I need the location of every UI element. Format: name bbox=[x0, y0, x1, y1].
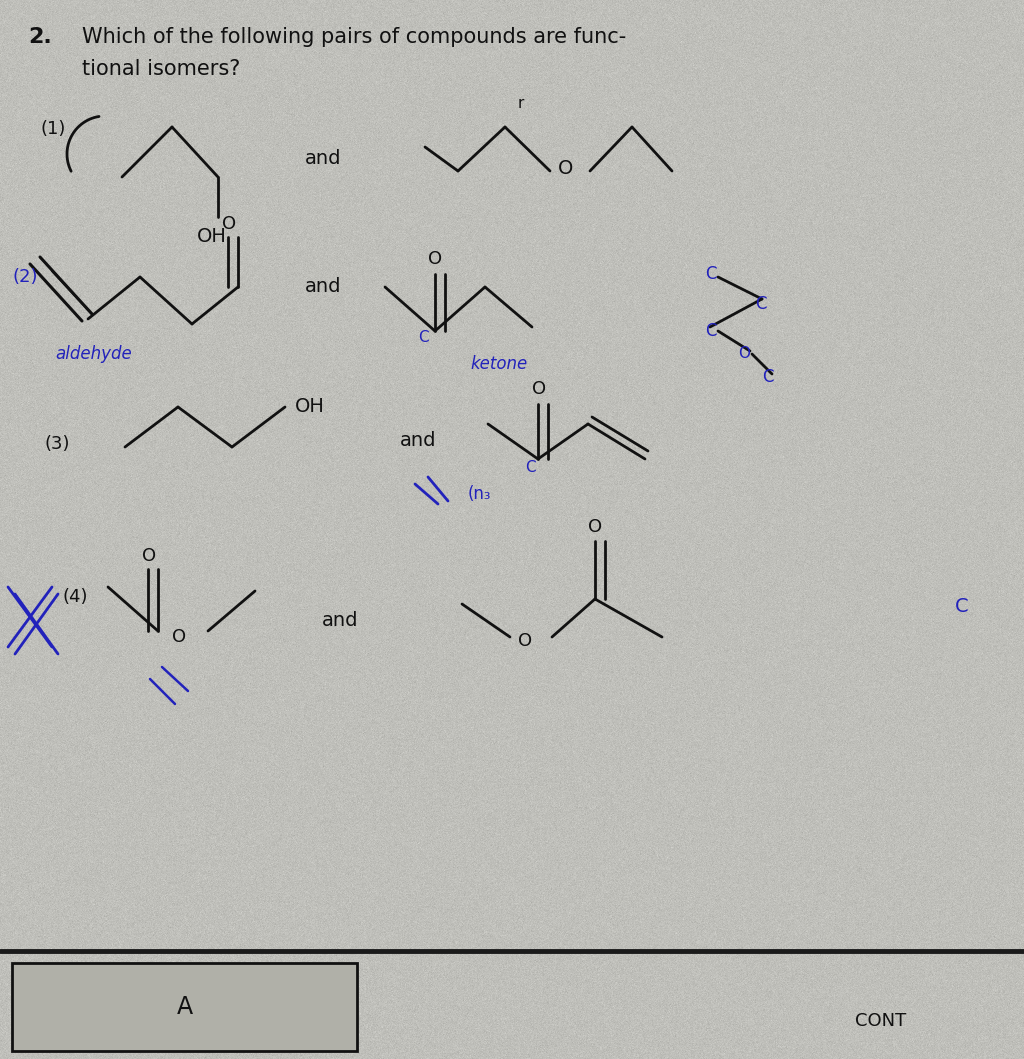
Text: O: O bbox=[558, 160, 573, 179]
Text: O: O bbox=[142, 548, 156, 566]
Text: C: C bbox=[525, 460, 536, 474]
Text: ketone: ketone bbox=[470, 355, 527, 373]
Text: (2): (2) bbox=[12, 268, 38, 286]
Text: O: O bbox=[172, 628, 186, 646]
FancyBboxPatch shape bbox=[12, 963, 357, 1051]
Text: (3): (3) bbox=[45, 435, 71, 453]
Text: OH: OH bbox=[295, 397, 325, 416]
Text: OH: OH bbox=[197, 228, 227, 247]
Text: (1): (1) bbox=[40, 120, 66, 138]
Text: and: and bbox=[305, 149, 341, 168]
Text: O: O bbox=[738, 346, 750, 361]
Text: A: A bbox=[177, 995, 194, 1019]
Text: C: C bbox=[955, 597, 969, 616]
Text: O: O bbox=[518, 632, 532, 650]
Text: and: and bbox=[322, 611, 358, 630]
Text: C: C bbox=[705, 265, 717, 283]
Text: C: C bbox=[418, 329, 429, 344]
Text: C: C bbox=[755, 295, 767, 313]
Text: C: C bbox=[705, 322, 717, 340]
Text: Which of the following pairs of compounds are func-: Which of the following pairs of compound… bbox=[82, 26, 627, 47]
Text: and: and bbox=[305, 277, 341, 297]
Text: aldehyde: aldehyde bbox=[55, 345, 132, 363]
Text: r: r bbox=[518, 96, 524, 111]
Text: CONT: CONT bbox=[855, 1012, 906, 1030]
Text: O: O bbox=[588, 518, 602, 536]
Text: and: and bbox=[400, 431, 436, 450]
Text: (4): (4) bbox=[62, 588, 87, 606]
Text: 2.: 2. bbox=[28, 26, 52, 47]
Text: tional isomers?: tional isomers? bbox=[82, 59, 241, 79]
Text: (n₃: (n₃ bbox=[468, 485, 492, 503]
Text: O: O bbox=[222, 215, 237, 233]
Text: O: O bbox=[532, 380, 546, 398]
Text: C: C bbox=[762, 367, 773, 385]
Text: O: O bbox=[428, 250, 442, 268]
